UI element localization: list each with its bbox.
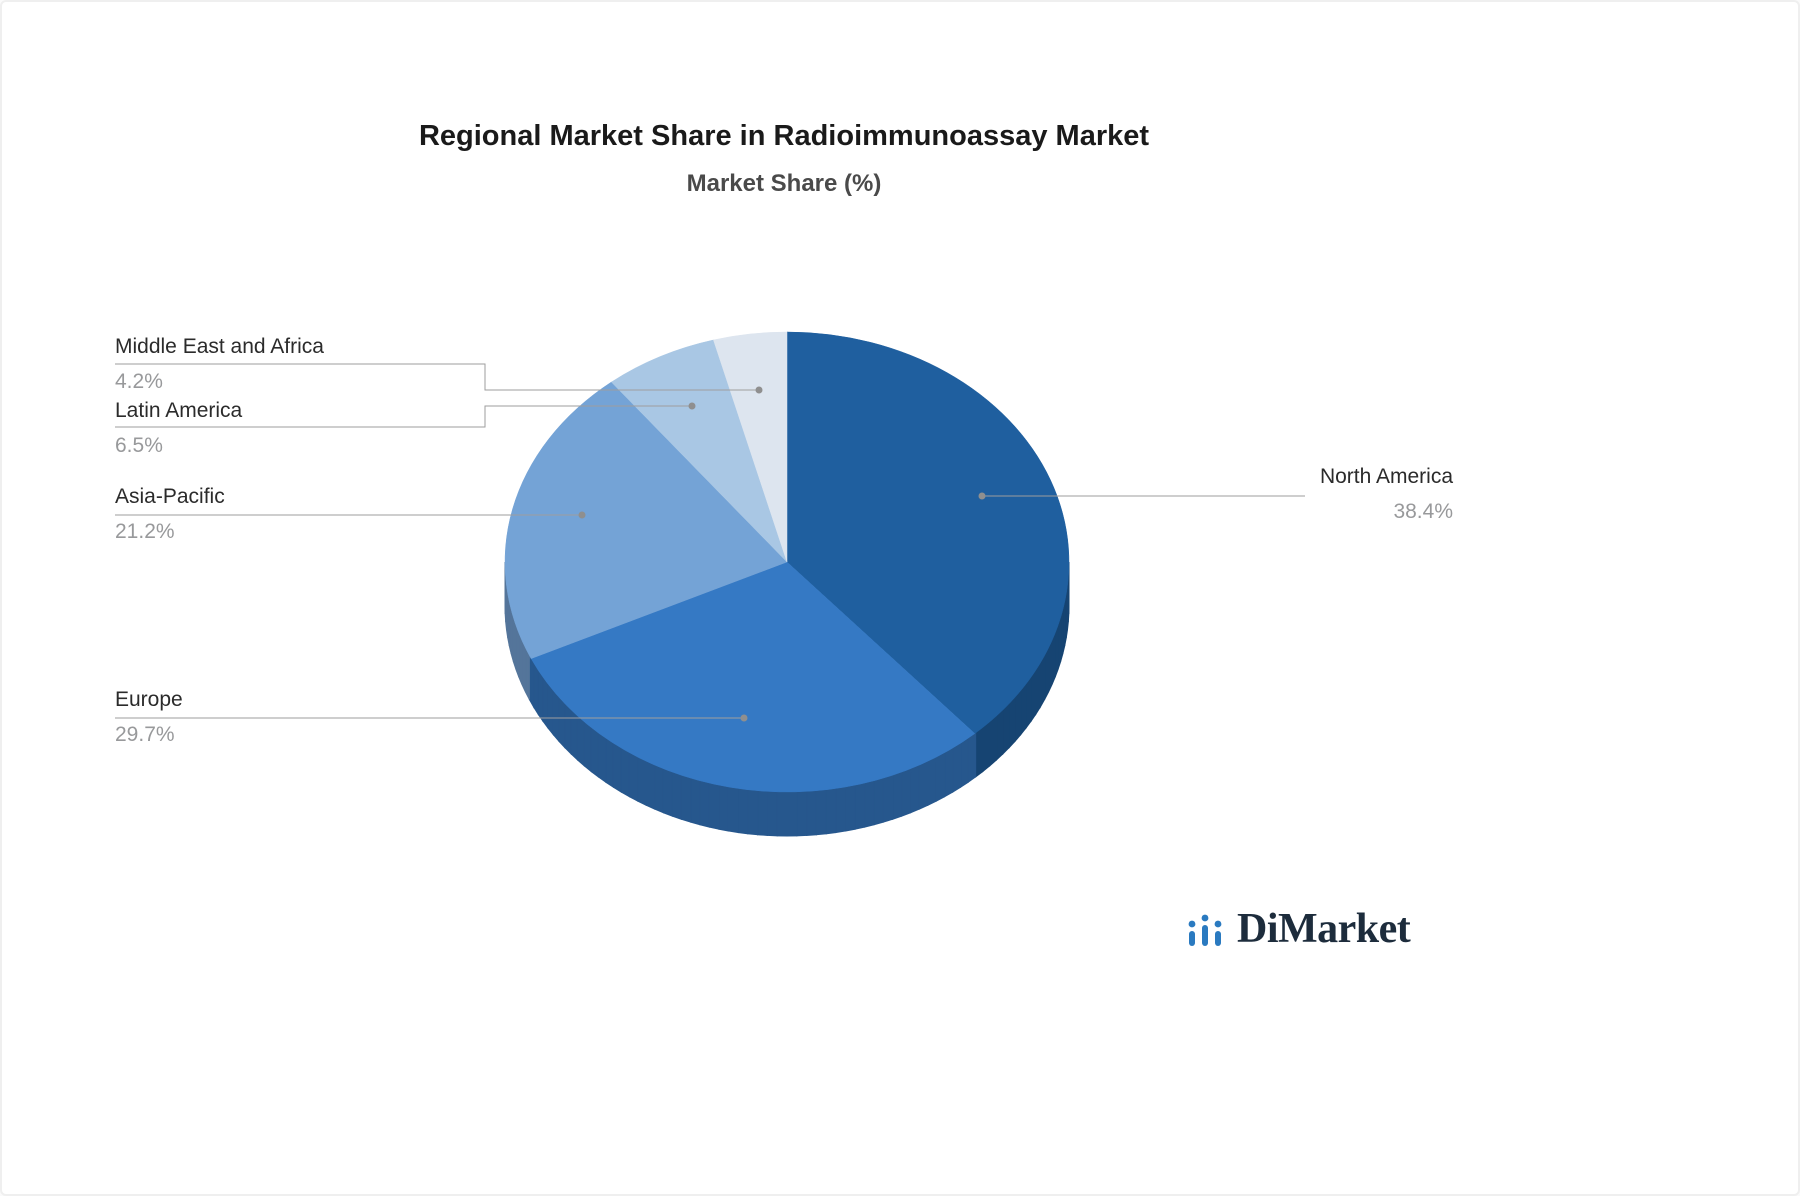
slice-name: Latin America (115, 399, 243, 422)
chart-title: Regional Market Share in Radioimmunoassa… (418, 120, 1150, 152)
chart-subtitle: Market Share (%) (686, 170, 882, 197)
label-north-america: North America 38.4% (1320, 464, 1453, 525)
dimarket-logo-icon (1188, 914, 1222, 946)
slice-value: 4.2% (115, 370, 163, 393)
slice-name: Middle East and Africa (115, 335, 324, 358)
label-middle-east-and-africa: Middle East and Africa 4.2% (115, 334, 324, 395)
slice-value: 38.4% (1393, 500, 1453, 523)
slice-value: 29.7% (115, 723, 175, 746)
label-latin-america: Latin America 6.5% (115, 398, 242, 459)
slice-value: 21.2% (115, 520, 175, 543)
label-asia-pacific: Asia-Pacific 21.2% (115, 484, 225, 545)
dimarket-logo: DiMarket (1187, 906, 1411, 952)
slice-name: Europe (115, 688, 183, 711)
slice-name: North America (1319, 465, 1453, 488)
slice-name: Asia-Pacific (115, 485, 225, 508)
slice-value: 6.5% (115, 434, 163, 457)
label-europe: Europe 29.7% (115, 687, 183, 748)
dimarket-logo-text: DiMarket (1237, 906, 1411, 952)
